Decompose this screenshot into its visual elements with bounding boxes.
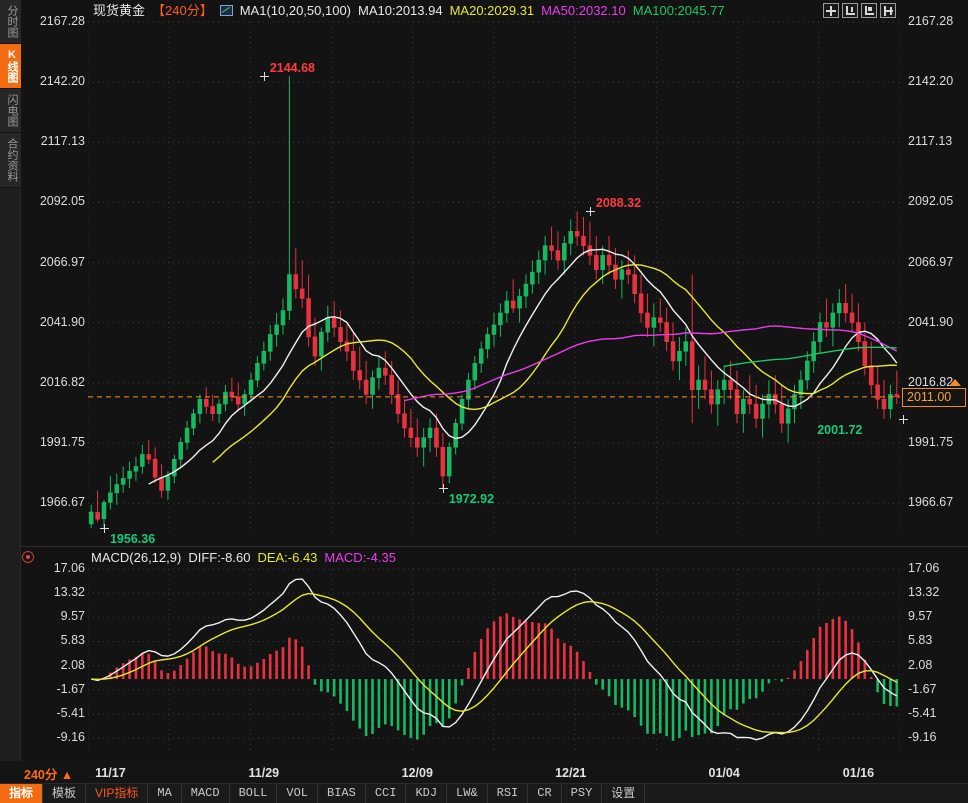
low-price-annotation: 1956.36 <box>109 531 156 546</box>
macd-axis-label: 9.57 <box>60 609 85 624</box>
sidebar-item-kline[interactable]: K线图 <box>0 44 21 89</box>
tb-macd[interactable]: MACD <box>182 784 230 803</box>
price-axis-label: 2117.13 <box>40 134 85 149</box>
price-axis-label: 2041.90 <box>908 314 954 329</box>
price-axis-label: 2167.28 <box>908 14 954 28</box>
macd-axis-label: 13.32 <box>908 585 940 600</box>
price-axis-label: 2041.90 <box>39 314 85 329</box>
macd-axis-label: -1.67 <box>56 681 86 696</box>
chart-main: 现货黄金 【240分】 MA1(10,20,50,100) MA10:2013.94 M… <box>21 0 968 785</box>
macd-axis-label: 17.06 <box>53 561 85 575</box>
tb-boll[interactable]: BOLL <box>230 784 278 803</box>
price-axis-label: 2066.97 <box>908 254 954 269</box>
price-axis-label: 2142.20 <box>39 74 85 89</box>
macd-plot-area[interactable] <box>88 547 900 761</box>
macd-axis-label: 5.83 <box>60 633 85 648</box>
macd-axis-label: 13.32 <box>53 585 85 600</box>
crosshair-icon[interactable] <box>823 3 839 18</box>
price-axis-label: 2117.13 <box>908 134 953 149</box>
macd-axis-label: 5.83 <box>908 633 933 648</box>
sidebar-item-contract-info[interactable]: 合约资料 <box>0 133 21 188</box>
tb-cci[interactable]: CCI <box>366 784 407 803</box>
macd-axis-label: 2.08 <box>908 657 933 672</box>
tb-vol[interactable]: VOL <box>277 784 319 803</box>
macd-axis-label: -1.67 <box>908 681 937 696</box>
price-plot-area[interactable] <box>88 0 900 546</box>
x-axis-label: 11/29 <box>248 766 280 780</box>
macd-reset-icon[interactable] <box>22 551 34 563</box>
price-chart-pane[interactable]: 现货黄金 【240分】 MA1(10,20,50,100) MA10:2013.94 M… <box>21 0 968 546</box>
tb-psy[interactable]: PSY <box>562 784 603 803</box>
price-axis-label: 2016.82 <box>39 374 85 389</box>
low-price-annotation: 1972.92 <box>448 492 495 507</box>
tb-ma[interactable]: MA <box>148 784 182 803</box>
price-tag-arrow-icon <box>949 378 961 386</box>
bottom-toolbar: 指标 模板 VIP指标 MA MACD BOLL VOL BIAS CCI KDJ LW& RSI CR… <box>0 783 968 803</box>
price-axis-label: 1991.75 <box>908 435 954 450</box>
macd-axis-label: 17.06 <box>908 561 940 575</box>
tb-indicator[interactable]: 指标 <box>0 784 44 803</box>
low-price-annotation: 2001.72 <box>817 423 863 438</box>
current-price-tag: 2011.00 <box>902 387 966 407</box>
price-axis-label: 1966.67 <box>39 495 85 510</box>
left-sidebar: 分时图 K线图 闪电图 合约资料 <box>0 0 21 785</box>
sidebar-item-timeshare[interactable]: 分时图 <box>0 0 21 44</box>
x-axis-label: 01/04 <box>708 766 740 780</box>
x-axis-label: 12/21 <box>555 766 587 780</box>
price-axis-label: 2066.97 <box>39 254 85 269</box>
macd-axis-label: -5.41 <box>56 705 86 720</box>
scroll-right-icon[interactable] <box>880 3 896 18</box>
tb-lwr[interactable]: LW& <box>447 784 488 803</box>
tb-bias[interactable]: BIAS <box>318 784 366 803</box>
price-axis-label: 2016.82 <box>908 374 954 389</box>
price-axis-label: 2142.20 <box>908 74 954 89</box>
tb-rsi[interactable]: RSI <box>488 784 529 803</box>
high-price-annotation: 2088.32 <box>595 196 642 211</box>
zoom-out-icon[interactable] <box>861 3 877 18</box>
chart-tools <box>823 3 896 18</box>
tb-cr[interactable]: CR <box>528 784 562 803</box>
tb-settings[interactable]: 设置 <box>602 784 646 803</box>
macd-axis-label: -9.16 <box>908 730 937 745</box>
zoom-in-icon[interactable] <box>842 3 858 18</box>
tb-kdj[interactable]: KDJ <box>406 784 448 803</box>
macd-axis-label: -5.41 <box>908 705 937 720</box>
sidebar-item-lightning[interactable]: 闪电图 <box>0 89 21 133</box>
macd-axis-label: 9.57 <box>908 609 933 624</box>
x-axis-label: 11/17 <box>95 766 126 780</box>
price-axis-label: 2167.28 <box>39 14 85 28</box>
tb-vip-indicator[interactable]: VIP指标 <box>86 784 149 803</box>
price-axis-label: 1991.75 <box>39 435 85 450</box>
price-axis-label: 2092.05 <box>39 194 85 209</box>
price-axis-label: 1966.67 <box>908 495 954 510</box>
macd-axis-label: -9.16 <box>56 730 86 745</box>
high-price-annotation: 2144.68 <box>269 61 315 76</box>
period-badge[interactable]: 240分 ▲ <box>24 768 74 782</box>
tb-template[interactable]: 模板 <box>43 784 87 803</box>
x-axis-label: 01/16 <box>842 766 875 780</box>
x-axis-row: 240分 ▲ 11/17 11/29 12/09 12/21 01/04 01/16 <box>0 761 968 783</box>
macd-chart-pane[interactable]: MACD(26,12,9) DIFF:-8.60 DEA:-6.43 MACD:-4.… <box>21 546 968 761</box>
price-axis-label: 2092.05 <box>908 194 954 209</box>
macd-axis-label: 2.08 <box>60 657 85 672</box>
x-axis-label: 12/09 <box>401 766 433 780</box>
